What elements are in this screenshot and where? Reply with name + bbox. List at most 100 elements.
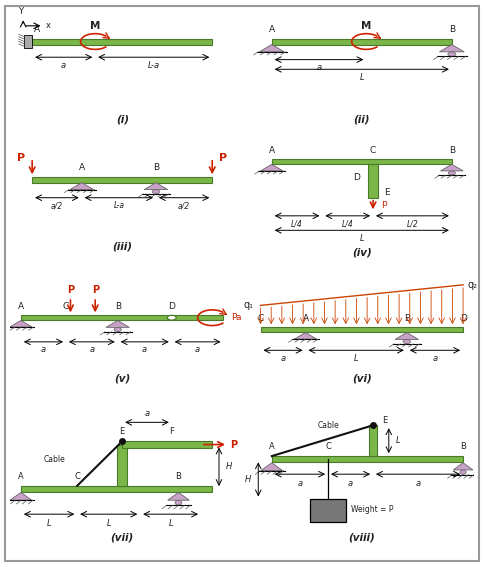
Text: p: p (381, 199, 387, 208)
Polygon shape (10, 320, 32, 327)
Text: P: P (230, 439, 237, 450)
Polygon shape (261, 463, 283, 471)
Text: a/2: a/2 (51, 201, 63, 210)
FancyBboxPatch shape (272, 456, 463, 463)
FancyBboxPatch shape (21, 486, 212, 492)
Text: A: A (33, 26, 40, 34)
Circle shape (152, 190, 160, 194)
Text: E: E (384, 188, 390, 197)
Text: a: a (195, 345, 200, 354)
Text: A: A (18, 302, 24, 311)
Text: a: a (280, 354, 286, 363)
FancyBboxPatch shape (118, 445, 127, 486)
Circle shape (448, 171, 455, 175)
Text: Cable: Cable (317, 421, 339, 430)
Text: A: A (269, 146, 275, 155)
Text: a: a (415, 479, 421, 488)
Text: B: B (153, 163, 159, 172)
Text: D: D (168, 302, 175, 311)
Text: C: C (63, 302, 69, 311)
Text: (vi): (vi) (352, 373, 372, 383)
FancyBboxPatch shape (24, 36, 32, 48)
Text: Y: Y (18, 7, 23, 16)
Polygon shape (10, 492, 32, 500)
Text: a: a (432, 354, 438, 363)
Text: E: E (382, 416, 387, 425)
Text: C: C (325, 442, 331, 451)
Text: D: D (119, 472, 125, 481)
Polygon shape (440, 164, 463, 171)
Polygon shape (395, 333, 419, 340)
Text: D: D (460, 314, 467, 323)
FancyBboxPatch shape (368, 164, 378, 198)
Text: A: A (269, 26, 275, 34)
Circle shape (448, 52, 456, 56)
Text: Weight = P: Weight = P (350, 505, 393, 514)
FancyBboxPatch shape (21, 315, 224, 320)
Text: a: a (348, 479, 353, 488)
Text: L: L (360, 234, 364, 243)
Text: a: a (144, 409, 150, 418)
Text: F: F (169, 426, 174, 435)
Text: a: a (317, 64, 321, 72)
Text: (i): (i) (116, 115, 129, 125)
Circle shape (460, 470, 466, 475)
Text: B: B (449, 26, 455, 34)
FancyBboxPatch shape (272, 159, 452, 164)
Text: a: a (61, 61, 66, 70)
Circle shape (167, 315, 176, 320)
Text: E: E (120, 426, 125, 435)
Text: B: B (176, 472, 182, 481)
Text: P: P (219, 153, 227, 163)
Polygon shape (70, 183, 93, 189)
Text: B: B (449, 146, 455, 155)
FancyBboxPatch shape (122, 442, 212, 448)
FancyBboxPatch shape (32, 176, 212, 183)
Text: A: A (18, 472, 24, 481)
FancyBboxPatch shape (272, 39, 452, 45)
Text: a: a (89, 345, 94, 354)
Circle shape (114, 328, 121, 332)
Text: M: M (90, 21, 100, 31)
Text: a/2: a/2 (178, 201, 190, 210)
Text: B: B (460, 442, 466, 451)
Text: (viii): (viii) (348, 533, 375, 543)
Text: (ii): (ii) (353, 115, 370, 125)
Text: H: H (245, 475, 252, 484)
Text: (iv): (iv) (352, 247, 372, 257)
Text: L/4: L/4 (291, 219, 303, 229)
Polygon shape (439, 45, 464, 52)
Text: P: P (91, 285, 99, 295)
Circle shape (403, 340, 410, 344)
Text: L-a: L-a (148, 61, 160, 70)
Polygon shape (294, 333, 317, 339)
Text: C: C (370, 146, 376, 155)
FancyBboxPatch shape (310, 500, 346, 522)
Text: D: D (370, 442, 376, 451)
Text: L: L (168, 519, 173, 528)
Text: L-a: L-a (113, 201, 124, 210)
Polygon shape (259, 45, 284, 52)
Text: D: D (353, 173, 360, 181)
Text: x: x (45, 22, 51, 30)
Polygon shape (167, 492, 189, 500)
Text: q₂: q₂ (468, 280, 478, 290)
Text: C: C (74, 472, 80, 481)
Polygon shape (144, 183, 167, 189)
Text: B: B (404, 314, 410, 323)
Text: (iii): (iii) (112, 241, 132, 251)
Text: a: a (142, 345, 147, 354)
Text: L: L (47, 519, 51, 528)
Polygon shape (106, 320, 129, 327)
Text: C: C (257, 314, 264, 323)
FancyBboxPatch shape (32, 39, 212, 45)
Text: A: A (302, 314, 309, 323)
Polygon shape (260, 164, 283, 171)
Text: L: L (395, 436, 400, 445)
Text: L/4: L/4 (342, 219, 354, 229)
Text: Cable: Cable (44, 455, 65, 464)
Text: L: L (106, 519, 111, 528)
Text: L/2: L/2 (407, 219, 418, 229)
Text: L: L (354, 354, 359, 363)
Polygon shape (453, 463, 473, 470)
